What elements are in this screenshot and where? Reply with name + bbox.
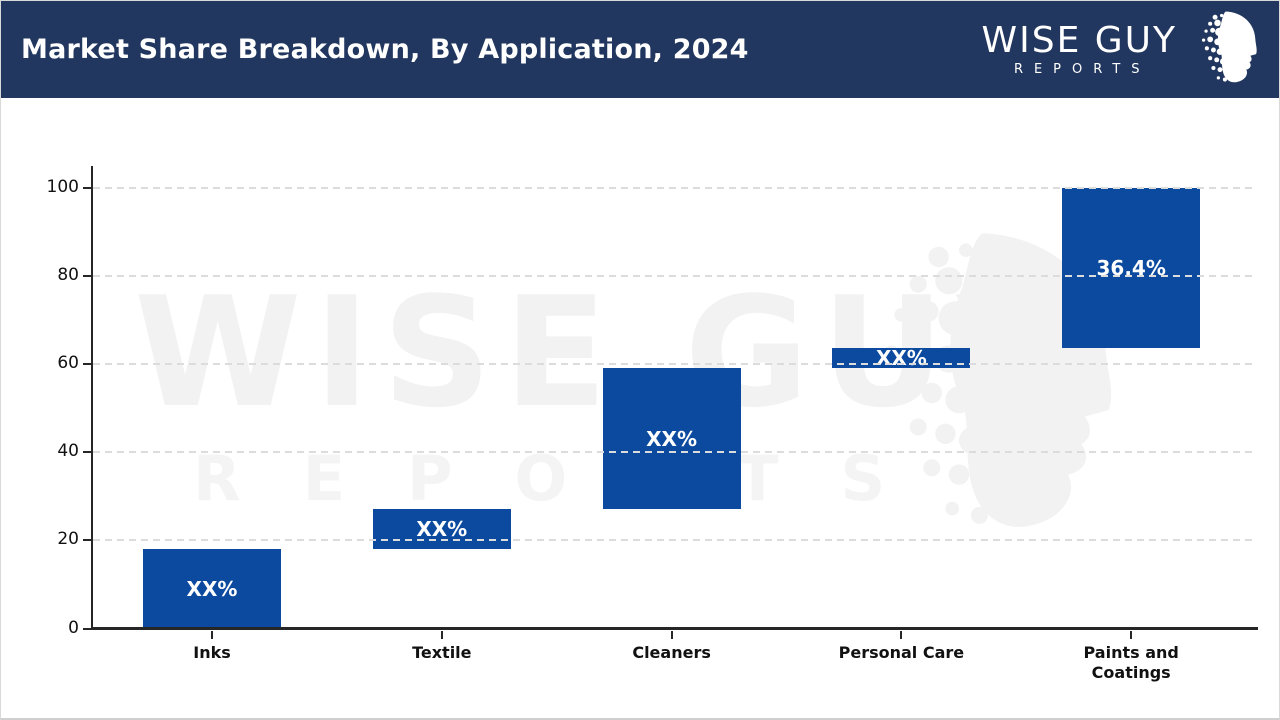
y-tick-label: 80: [57, 264, 79, 285]
header: Market Share Breakdown, By Application, …: [1, 1, 1279, 98]
y-tick-label: 60: [57, 352, 79, 373]
gridline-40: [93, 451, 1257, 454]
y-tick: [83, 539, 91, 542]
brand-logo: WISE GUY REPORTS: [982, 9, 1262, 91]
bar-value-label: XX%: [646, 426, 698, 451]
x-tick-label: Paints and Coatings: [1083, 642, 1179, 683]
brand-logo-text: WISE GUY REPORTS: [981, 20, 1178, 77]
y-axis-spine: [91, 166, 93, 629]
y-tick: [83, 186, 91, 189]
bar-textile: XX%: [372, 509, 511, 550]
y-tick-label: 40: [57, 441, 79, 462]
x-tick: [440, 630, 443, 639]
x-tick: [211, 630, 213, 639]
x-axis-spine: [91, 627, 1258, 630]
bar-inks: XX%: [143, 549, 281, 629]
bar-cleaners: XX%: [602, 368, 741, 510]
y-tick-label: 0: [68, 617, 79, 638]
bar-paints-and-coatings: 36.4%: [1062, 187, 1201, 349]
x-tick: [1130, 630, 1133, 639]
bar-value-label: XX%: [875, 346, 927, 371]
gridline-80: [93, 274, 1257, 277]
gridline-60: [93, 362, 1257, 365]
y-tick-label: 20: [57, 529, 79, 550]
y-tick: [83, 627, 91, 630]
y-tick: [83, 362, 91, 365]
x-tick-label: Inks: [193, 642, 231, 662]
x-tick-label: Textile: [412, 642, 472, 662]
x-tick-label: Personal Care: [838, 642, 965, 662]
gridline-100: [93, 186, 1257, 189]
brand-name: WISE GUY: [981, 20, 1177, 61]
bar-value-label: XX%: [186, 576, 238, 601]
y-tick-label: 100: [46, 176, 79, 197]
watermark-reports-text: REPORTS: [193, 442, 948, 515]
x-tick: [670, 630, 673, 639]
page-title: Market Share Breakdown, By Application, …: [21, 34, 749, 65]
bar-personal-care: XX%: [832, 346, 971, 371]
x-tick-label: Cleaners: [632, 642, 711, 662]
brand-head-icon: [1201, 10, 1257, 82]
brand-subtitle: REPORTS: [1013, 62, 1151, 77]
bar-value-label: XX%: [416, 517, 468, 542]
x-tick: [900, 630, 903, 639]
y-tick: [83, 274, 91, 277]
y-tick: [83, 451, 91, 454]
gridline-20: [93, 539, 1257, 542]
